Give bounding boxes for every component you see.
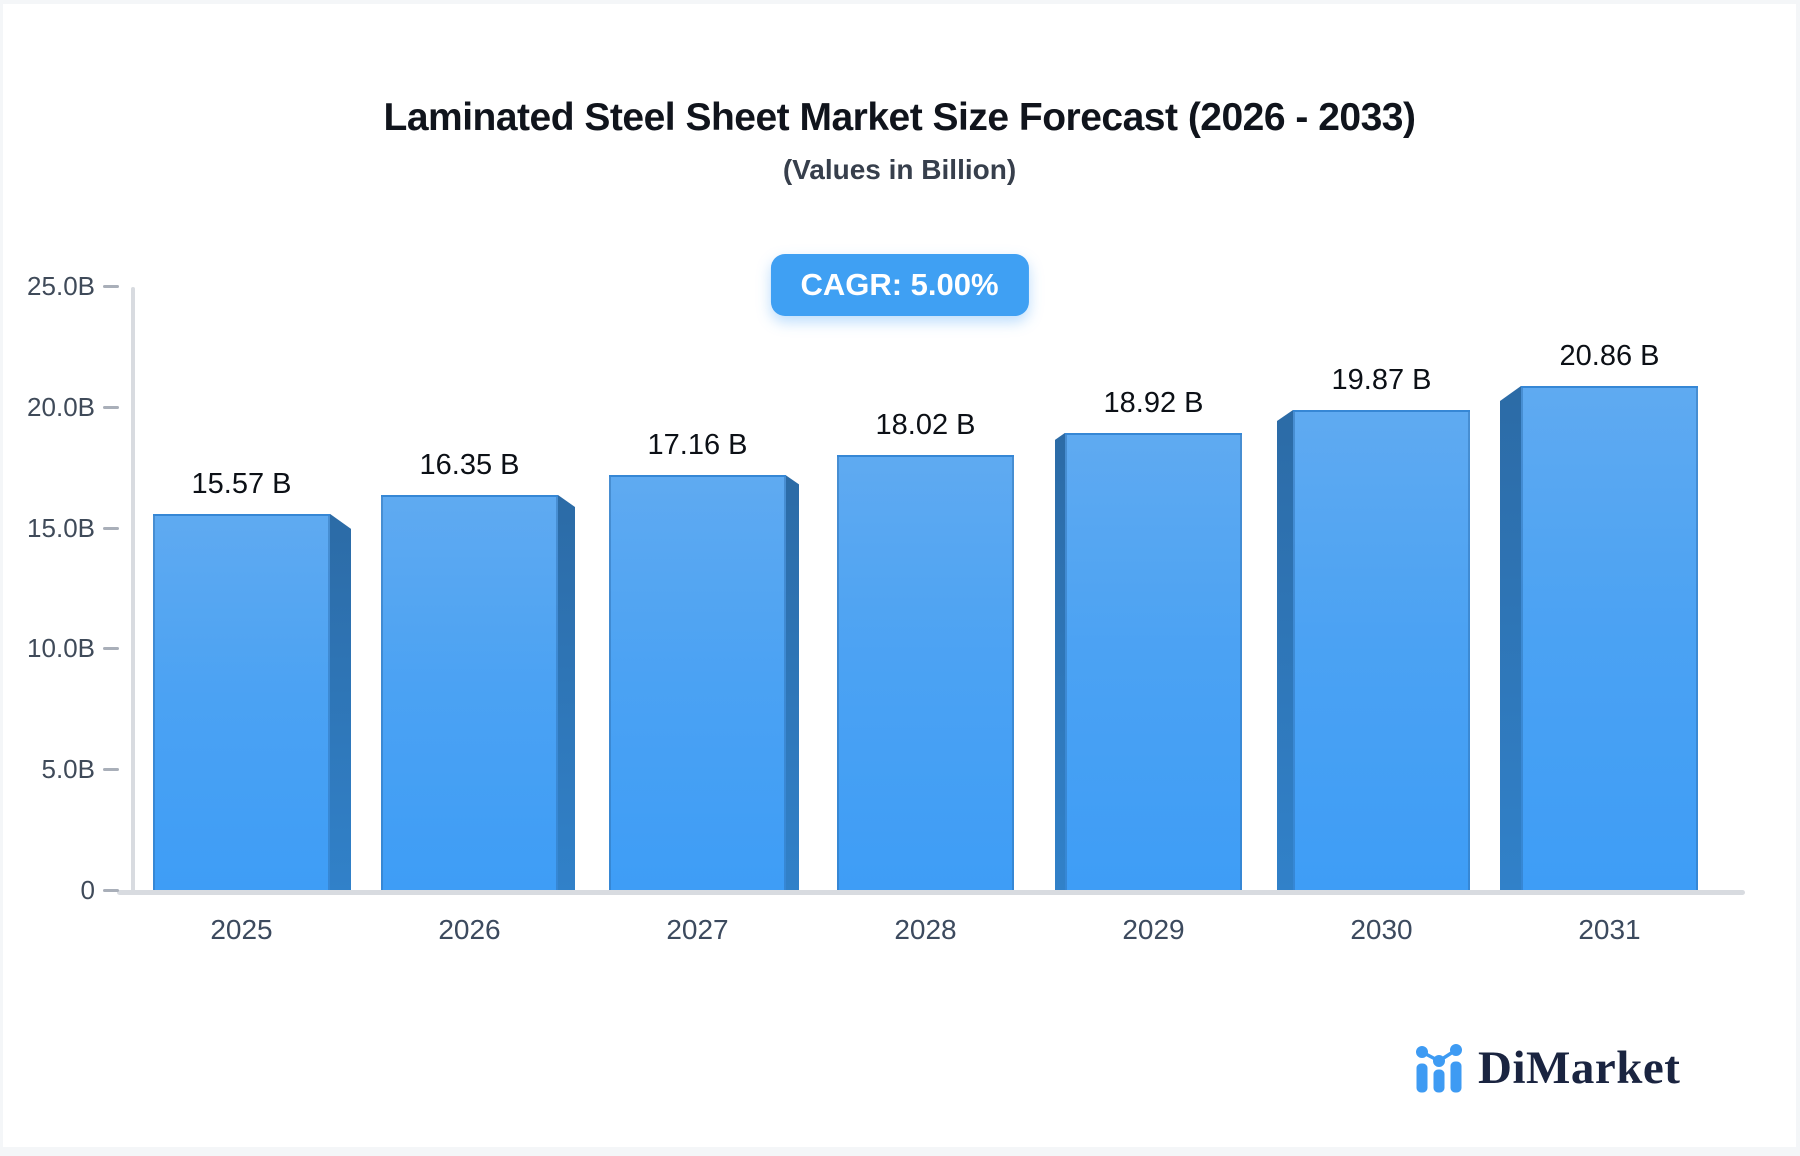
bar-2030[interactable] xyxy=(1293,409,1470,890)
bar-2025-side xyxy=(330,513,351,890)
y-tick xyxy=(103,526,119,530)
bar-2026[interactable] xyxy=(381,494,558,890)
x-axis-label-2025: 2025 xyxy=(210,914,273,945)
cagr-badge: CAGR: 5.00% xyxy=(770,254,1029,316)
bar-chart-plot-area: 0 5.0B 10.0B 15.0B 20.0B 25.0B 15.57 B 2025 16.3… xyxy=(3,4,1796,1147)
y-tick xyxy=(103,889,119,892)
dimarket-logo-text: DiMarket xyxy=(1478,1041,1681,1094)
x-axis-label-2029: 2029 xyxy=(1122,914,1185,945)
chart-subtitle: (Values in Billion) xyxy=(782,154,1017,185)
dimarket-logo[interactable]: DiMarket xyxy=(1413,1040,1680,1096)
y-axis-line xyxy=(131,287,135,895)
x-axis-label-2031: 2031 xyxy=(1578,914,1641,945)
mini-bar-line-chart-icon xyxy=(1413,1040,1465,1096)
bar-value-label-2027: 17.16 B xyxy=(647,429,748,462)
bar-2026-side xyxy=(558,494,575,890)
bar-2027-side xyxy=(786,475,799,890)
bar-2031[interactable] xyxy=(1521,386,1698,890)
bar-2029[interactable] xyxy=(1065,432,1242,890)
chart-title: Laminated Steel Sheet Market Size Foreca… xyxy=(383,96,1416,139)
y-tick-label: 5.0B xyxy=(41,754,96,785)
y-tick-label: 25.0B xyxy=(27,271,95,301)
y-tick-label: 0 xyxy=(80,875,95,905)
x-axis-label-2027: 2027 xyxy=(666,914,729,945)
bar-2028[interactable] xyxy=(837,454,1014,890)
y-tick-label: 20.0B xyxy=(27,391,95,422)
y-tick xyxy=(103,768,119,772)
chart-card: Laminated Steel Sheet Market Size Foreca… xyxy=(3,4,1796,1147)
y-tick-label: 15.0B xyxy=(27,512,95,543)
bar-2027[interactable] xyxy=(609,475,786,890)
x-axis-label-2028: 2028 xyxy=(894,914,957,945)
x-axis-label-2030: 2030 xyxy=(1350,914,1413,945)
bar-value-label-2031: 20.86 B xyxy=(1559,340,1660,373)
bar-value-label-2025: 15.57 B xyxy=(191,467,292,500)
y-tick xyxy=(103,285,119,288)
bar-value-label-2026: 16.35 B xyxy=(419,448,520,481)
bar-2029-side xyxy=(1055,432,1065,890)
y-tick xyxy=(103,647,119,651)
x-axis-line xyxy=(117,890,1745,895)
y-tick-label: 10.0B xyxy=(27,633,95,664)
bar-value-label-2029: 18.92 B xyxy=(1103,386,1204,419)
bar-value-label-2028: 18.02 B xyxy=(875,408,976,441)
x-axis-label-2026: 2026 xyxy=(438,914,501,945)
bar-2025[interactable] xyxy=(153,513,330,890)
bar-value-label-2030: 19.87 B xyxy=(1331,363,1432,396)
bar-2031-side xyxy=(1500,386,1521,890)
y-tick xyxy=(103,405,119,409)
bar-2030-side xyxy=(1277,409,1293,890)
